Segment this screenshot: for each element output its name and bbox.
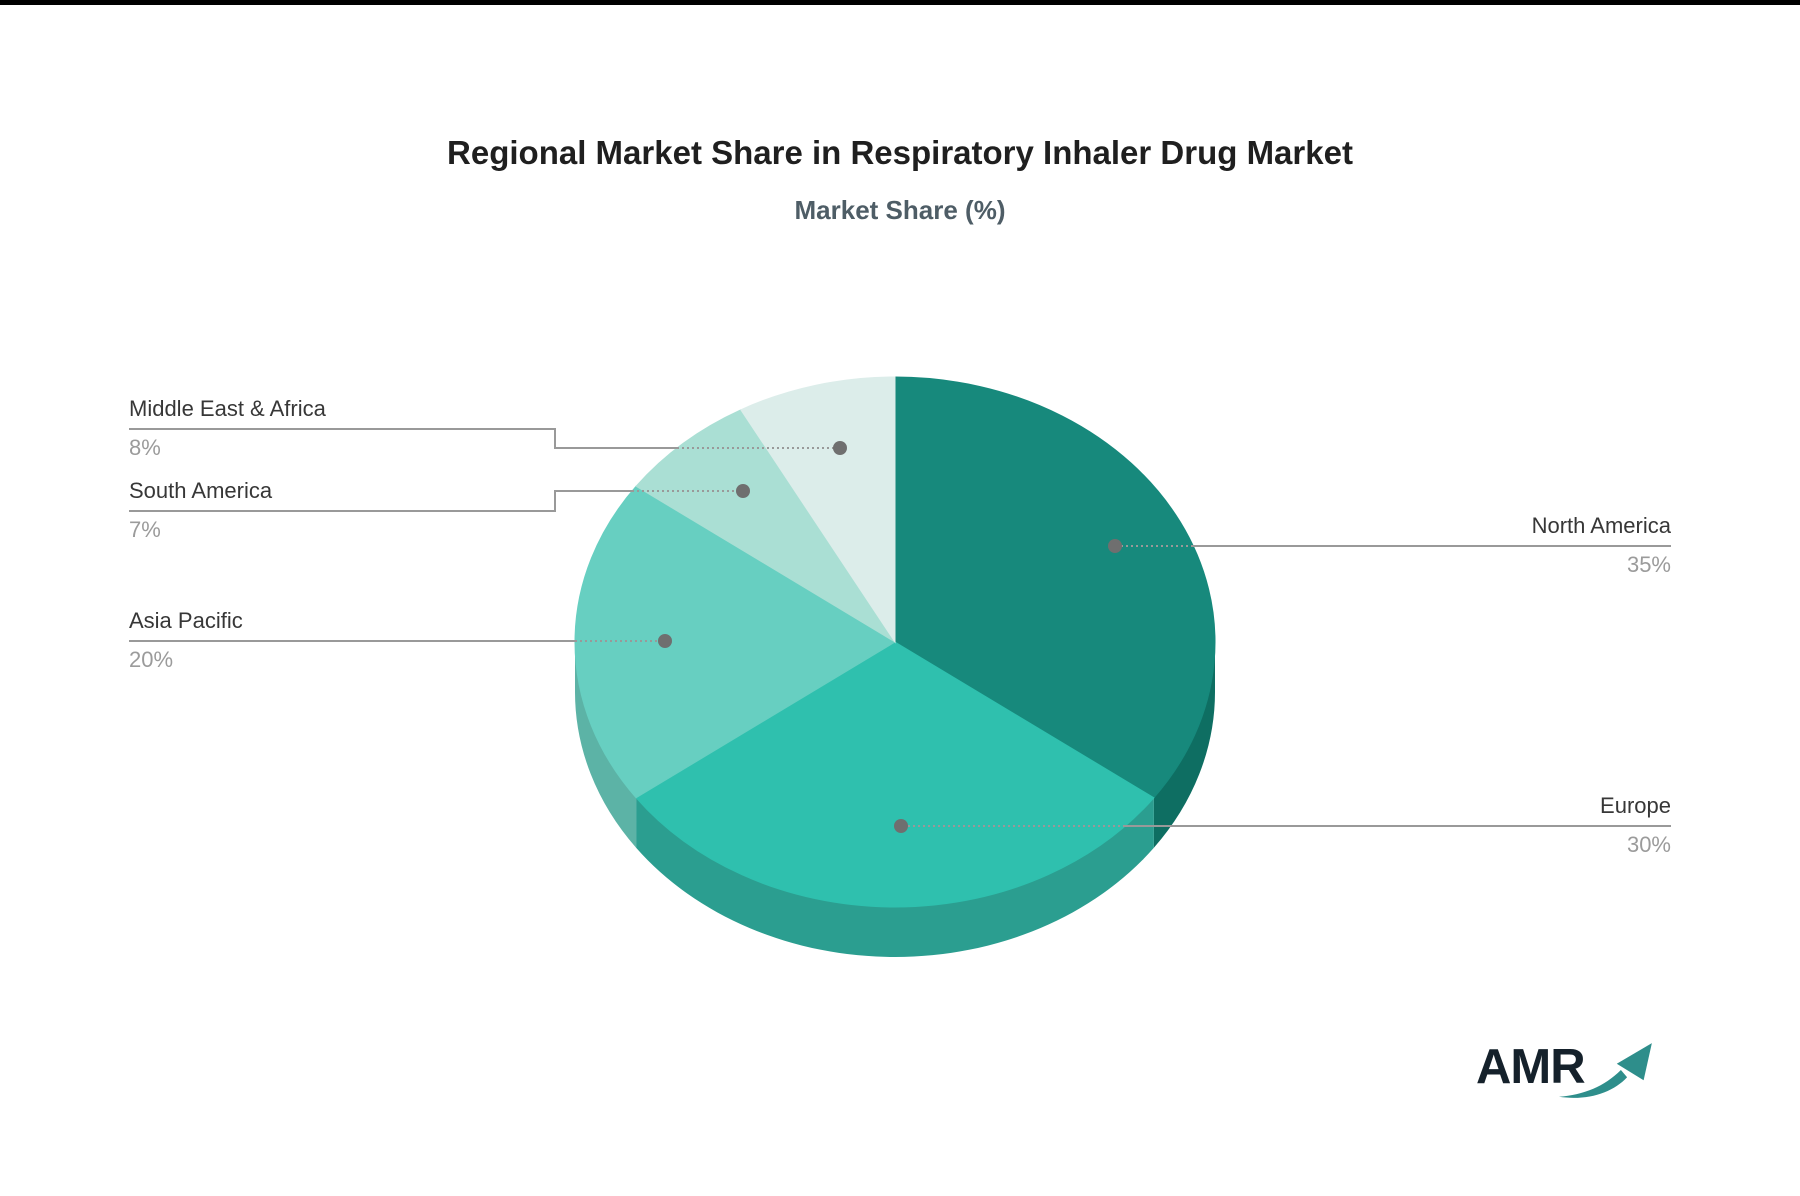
label-name: North America [1531,513,1671,538]
chart-subtitle: Market Share (%) [794,195,1006,225]
label-percent: 8% [129,435,161,460]
label-anchor-dot [833,441,847,455]
pie-slice-middle-east-africa[interactable] [740,376,896,644]
label-north-america: North America 35% [1532,512,1671,578]
label-name: Europe [1600,793,1671,818]
label-percent: 7% [129,517,161,542]
top-border-bar [0,0,1800,5]
label-middle-east-africa: Middle East & Africa 8% [129,395,326,461]
chart-header: Regional Market Share in Respiratory Inh… [0,133,1800,226]
pie-slice-side [575,642,637,848]
pie-slice-north-america[interactable] [894,376,1216,799]
label-anchor-dot [736,484,750,498]
chart-title: Regional Market Share in Respiratory Inh… [447,134,1353,171]
label-south-america: South America 7% [129,477,272,543]
label-percent: 20% [129,647,174,672]
pie-slice-side [1153,642,1215,848]
amr-logo: AMR [1476,1036,1656,1106]
label-europe: Europe 30% [1600,792,1671,858]
label-anchor-dot [894,819,908,833]
label-callout-line [129,428,677,449]
pie-slice-europe[interactable] [635,641,1155,908]
label-callout-line [129,490,632,512]
label-name: South America [129,478,273,503]
label-anchor-dot [658,634,672,648]
label-asia-pacific: Asia Pacific 20% [129,607,243,673]
label-name: Asia Pacific [129,608,243,633]
label-percent: 30% [1626,832,1671,857]
label-percent: 35% [1626,552,1671,577]
amr-logo-text: AMR [1476,1040,1586,1094]
growth-arrow-icon [1558,1043,1652,1098]
pie-slice-south-america[interactable] [635,409,896,643]
pie-slice-side [636,797,1154,957]
label-name: Middle East & Africa [129,396,326,421]
label-anchor-dot [1108,539,1122,553]
